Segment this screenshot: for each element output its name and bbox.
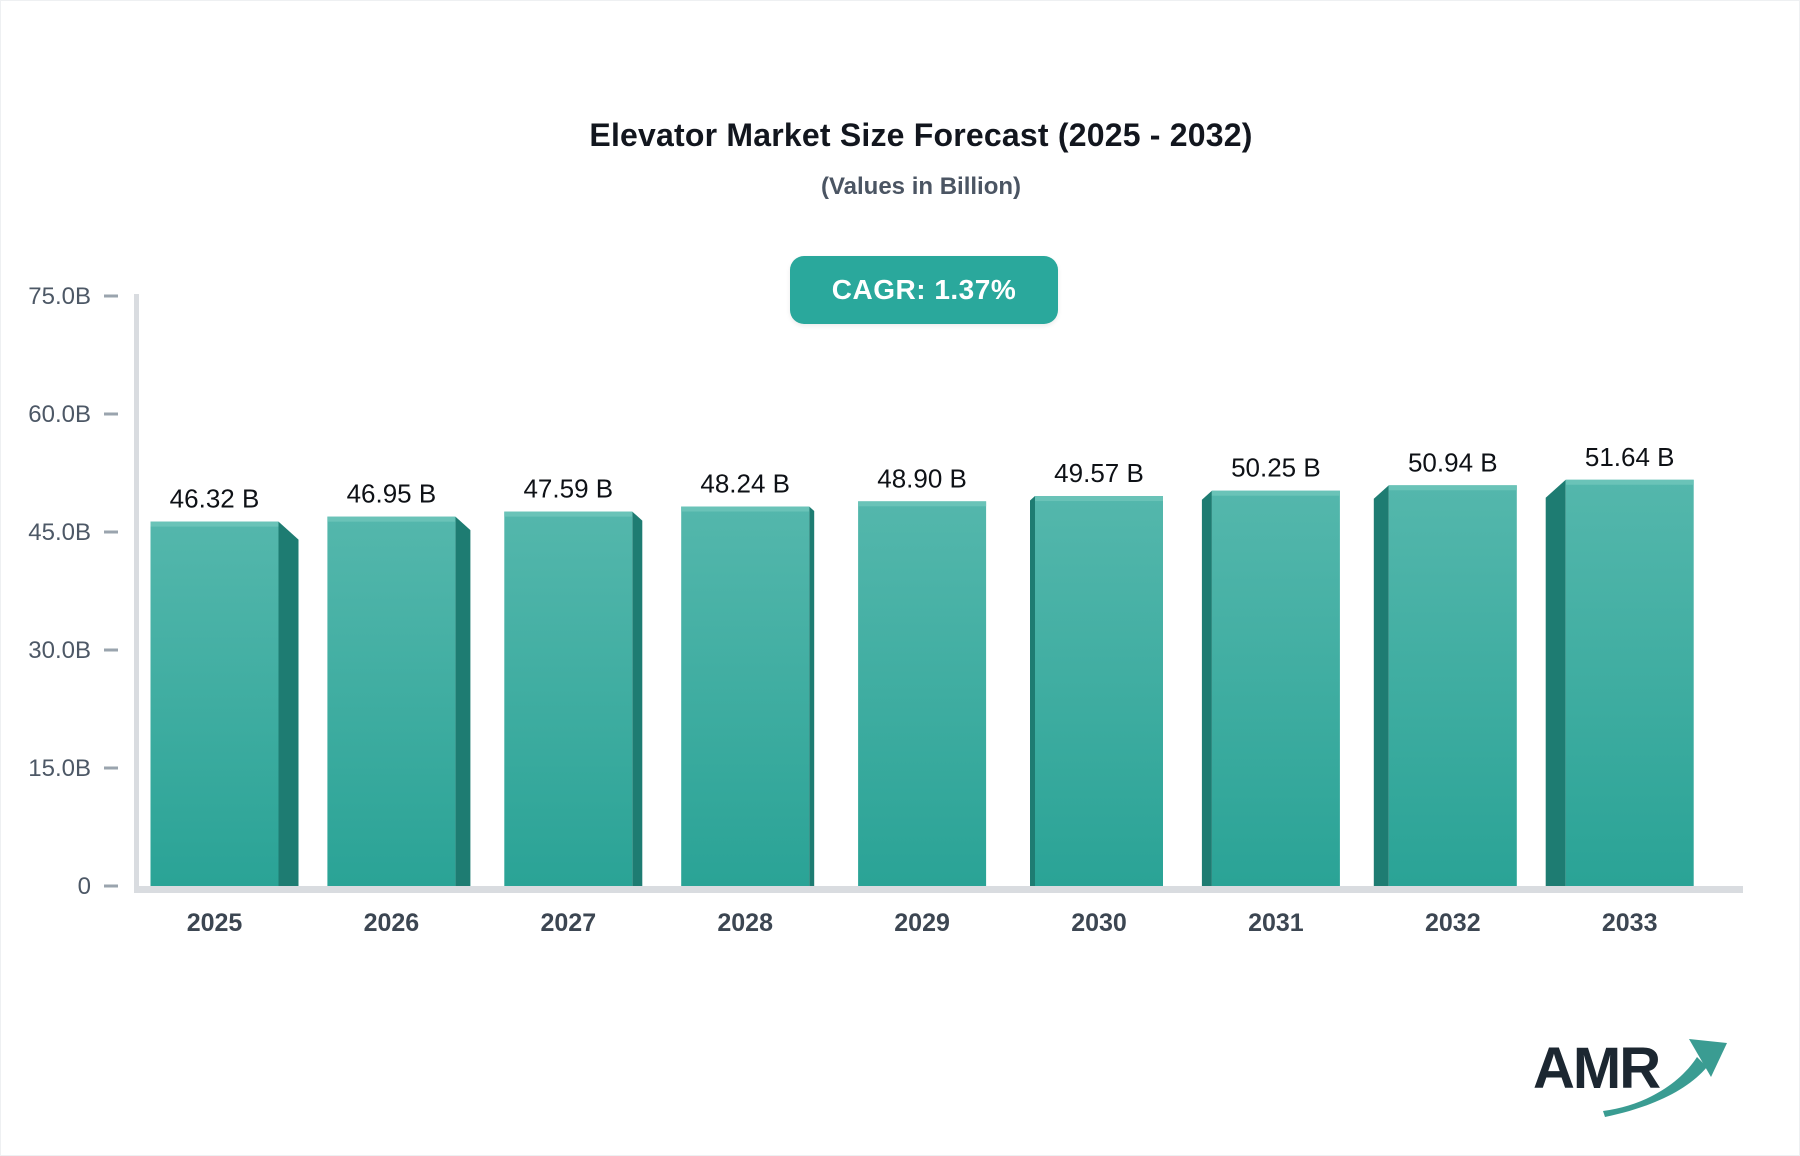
bar-top-edge-2026 bbox=[327, 516, 456, 522]
bar-value-label-2030: 49.57 B bbox=[1054, 458, 1144, 488]
bar-top-edge-2032 bbox=[1388, 485, 1517, 491]
cagr-badge: CAGR: 1.37% bbox=[790, 256, 1058, 324]
y-tick-label-60: 60.0B bbox=[28, 401, 91, 428]
bar-value-label-2028: 48.24 B bbox=[700, 469, 790, 499]
bar-side-face-2028 bbox=[809, 506, 815, 886]
y-tick-label-15: 15.0B bbox=[28, 755, 91, 782]
bar-2030 bbox=[1035, 496, 1163, 886]
y-tick-mark-0 bbox=[104, 884, 118, 888]
amr-logo: AMR bbox=[1529, 1029, 1739, 1121]
bar-side-face-2031 bbox=[1201, 490, 1212, 886]
x-tick-label-2027: 2027 bbox=[540, 909, 596, 937]
x-tick-label-2029: 2029 bbox=[894, 909, 950, 937]
bar-2032 bbox=[1388, 485, 1517, 886]
y-axis-line bbox=[134, 294, 139, 893]
bar-2027 bbox=[504, 511, 633, 886]
bar-2028 bbox=[681, 506, 810, 886]
bar-side-face-2033 bbox=[1545, 479, 1566, 886]
x-tick-label-2026: 2026 bbox=[364, 909, 420, 937]
bar-2033 bbox=[1565, 479, 1694, 886]
y-tick-mark-15 bbox=[104, 766, 118, 770]
bar-value-label-2027: 47.59 B bbox=[523, 474, 613, 504]
bar-top-edge-2025 bbox=[150, 521, 279, 527]
bar-top-edge-2028 bbox=[681, 506, 810, 512]
amr-logo-text: AMR bbox=[1533, 1036, 1661, 1101]
bar-side-face-2026 bbox=[455, 516, 471, 886]
bar-top-edge-2033 bbox=[1565, 479, 1694, 485]
x-tick-label-2033: 2033 bbox=[1602, 909, 1658, 937]
y-tick-mark-75 bbox=[104, 294, 118, 298]
y-tick-label-30: 30.0B bbox=[28, 637, 91, 664]
y-tick-mark-45 bbox=[104, 530, 118, 534]
y-tick-mark-60 bbox=[104, 412, 118, 416]
bar-side-face-2027 bbox=[632, 511, 643, 886]
bar-value-label-2029: 48.90 B bbox=[877, 463, 967, 493]
bar-top-edge-2029 bbox=[858, 501, 987, 507]
x-tick-label-2028: 2028 bbox=[717, 909, 773, 937]
x-tick-label-2025: 2025 bbox=[187, 909, 243, 937]
bar-top-edge-2030 bbox=[1035, 496, 1163, 502]
chart-title: Elevator Market Size Forecast (2025 - 20… bbox=[589, 117, 1253, 153]
cagr-badge-label: CAGR: 1.37% bbox=[831, 274, 1017, 305]
bar-value-label-2025: 46.32 B bbox=[170, 484, 260, 514]
bar-side-face-2030 bbox=[1030, 496, 1035, 886]
bar-top-edge-2031 bbox=[1211, 490, 1340, 496]
x-axis-line bbox=[134, 886, 1743, 893]
x-tick-label-2030: 2030 bbox=[1071, 909, 1127, 937]
bar-value-label-2033: 51.64 B bbox=[1585, 442, 1675, 472]
bar-value-label-2026: 46.95 B bbox=[347, 479, 437, 509]
bar-value-label-2031: 50.25 B bbox=[1231, 453, 1321, 483]
bar-value-label-2032: 50.94 B bbox=[1408, 447, 1498, 477]
bar-side-face-2025 bbox=[278, 521, 299, 886]
x-tick-label-2031: 2031 bbox=[1248, 909, 1304, 937]
y-tick-mark-30 bbox=[104, 648, 118, 652]
bar-top-edge-2027 bbox=[504, 511, 633, 517]
growth-arrow-icon bbox=[1603, 1039, 1727, 1117]
y-tick-label-45: 45.0B bbox=[28, 519, 91, 546]
x-tick-label-2032: 2032 bbox=[1425, 909, 1481, 937]
bar-2025 bbox=[150, 521, 279, 886]
chart-subtitle: (Values in Billion) bbox=[820, 173, 1022, 200]
bar-2029 bbox=[858, 501, 987, 886]
y-tick-label-0: 0 bbox=[78, 873, 91, 900]
bar-2026 bbox=[327, 516, 456, 886]
bar-2031 bbox=[1211, 490, 1340, 886]
y-tick-label-75: 75.0B bbox=[28, 283, 91, 310]
bar-side-face-2032 bbox=[1373, 485, 1389, 886]
